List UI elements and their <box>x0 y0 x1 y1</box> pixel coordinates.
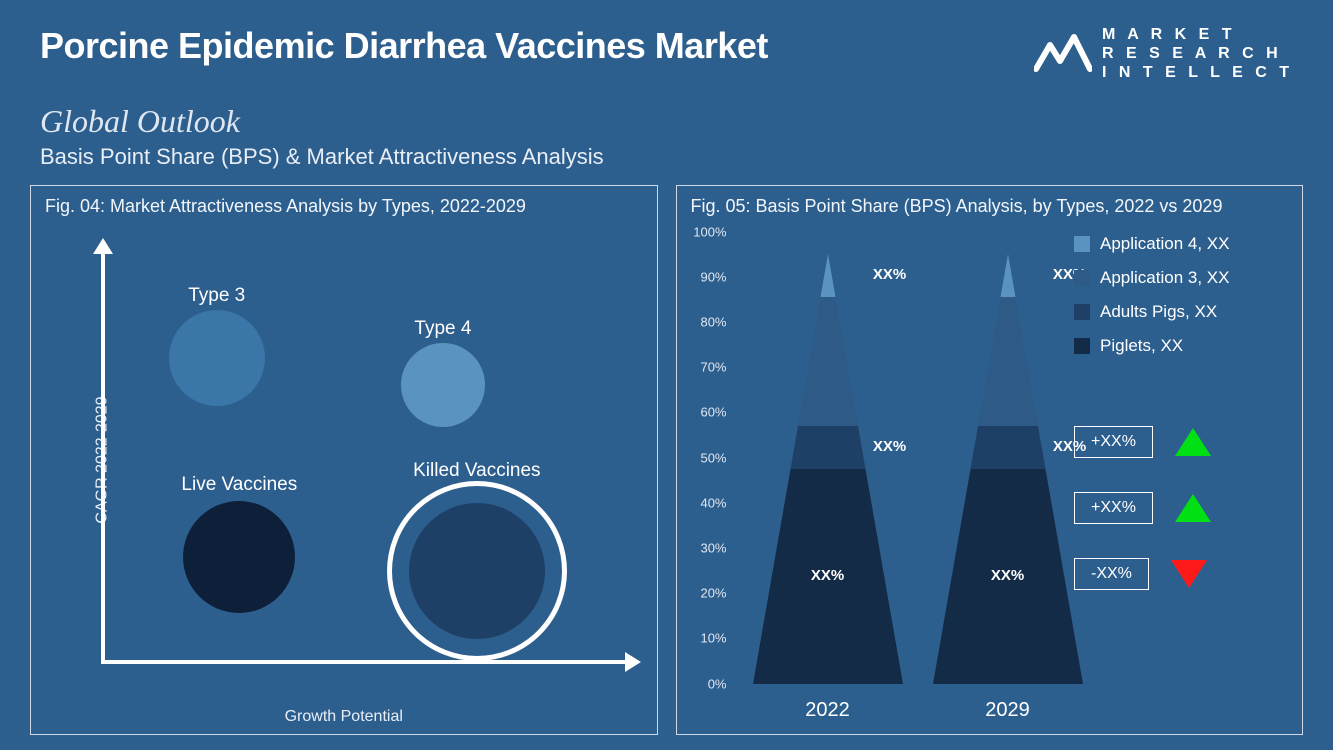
bubble-label: Type 3 <box>188 285 245 307</box>
triangle-up-icon <box>1175 428 1211 456</box>
cone <box>933 254 1083 684</box>
triangle-down-icon <box>1171 560 1207 588</box>
indicator-value: +XX% <box>1074 426 1153 458</box>
bubble-label: Live Vaccines <box>181 474 297 496</box>
legend-item: Adults Pigs, XX <box>1074 302 1284 322</box>
indicator-value: -XX% <box>1074 558 1149 590</box>
cone-y-tick: 70% <box>683 360 727 375</box>
cone-y-tick: 50% <box>683 450 727 465</box>
logo-text: M A R K E T R E S E A R C H I N T E L L … <box>1102 25 1293 83</box>
panel-bps-title: Fig. 05: Basis Point Share (BPS) Analysi… <box>677 186 1303 223</box>
cone <box>753 254 903 684</box>
page-title: Porcine Epidemic Diarrhea Vaccines Marke… <box>40 25 768 67</box>
cone-y-tick: 20% <box>683 586 727 601</box>
cone-legend: Application 4, XX Application 3, XX Adults… <box>1074 234 1284 370</box>
legend-label: Adults Pigs, XX <box>1100 302 1217 322</box>
cone-y-tick: 0% <box>683 676 727 691</box>
cone-segment-label: XX% <box>991 567 1024 584</box>
indicator-value: +XX% <box>1074 492 1153 524</box>
panel-attractiveness-title: Fig. 04: Market Attractiveness Analysis … <box>31 186 657 223</box>
logo-line-1: M A R K E T <box>1102 25 1293 44</box>
header: Porcine Epidemic Diarrhea Vaccines Marke… <box>0 0 1333 93</box>
bps-subheading: Basis Point Share (BPS) & Market Attract… <box>40 144 1293 170</box>
bubble-point <box>401 343 485 427</box>
legend-swatch-icon <box>1074 236 1090 252</box>
logo-line-3: I N T E L L E C T <box>1102 63 1293 82</box>
bubble-point <box>183 501 295 613</box>
indicator-row: +XX% <box>1074 426 1284 458</box>
panel-attractiveness: Fig. 04: Market Attractiveness Analysis … <box>30 185 658 735</box>
legend-item: Application 3, XX <box>1074 268 1284 288</box>
legend-item: Piglets, XX <box>1074 336 1284 356</box>
cone-y-tick: 10% <box>683 631 727 646</box>
bubble-plot-area: Type 3 Type 4 Live Vaccines Killed Vaccines <box>81 232 647 684</box>
cone-y-tick: 40% <box>683 495 727 510</box>
subtitles: Global Outlook Basis Point Share (BPS) &… <box>0 93 1333 175</box>
cone-segment-label: XX% <box>873 266 906 283</box>
cone-plot-area: 0%10%20%30%40%50%60%70%80%90%100% XX%XX%… <box>733 232 1093 684</box>
y-axis-arrow-icon <box>101 252 105 664</box>
bubble-point <box>387 481 567 661</box>
legend-item: Application 4, XX <box>1074 234 1284 254</box>
cone-y-tick: 60% <box>683 405 727 420</box>
bubble-x-axis-label: Growth Potential <box>285 708 403 726</box>
cone-y-tick: 100% <box>683 224 727 239</box>
panels-row: Fig. 04: Market Attractiveness Analysis … <box>0 175 1333 735</box>
legend-label: Application 4, XX <box>1100 234 1229 254</box>
cone-segment-label: XX% <box>811 567 844 584</box>
triangle-up-icon <box>1175 494 1211 522</box>
indicator-row: -XX% <box>1074 558 1284 590</box>
cone-y-tick: 30% <box>683 540 727 555</box>
logo: M A R K E T R E S E A R C H I N T E L L … <box>1034 25 1293 83</box>
cone-indicators: +XX% +XX% -XX% <box>1074 426 1284 624</box>
cone-y-tick: 90% <box>683 269 727 284</box>
legend-swatch-icon <box>1074 304 1090 320</box>
legend-label: Application 3, XX <box>1100 268 1229 288</box>
legend-label: Piglets, XX <box>1100 336 1183 356</box>
global-outlook-heading: Global Outlook <box>40 103 1293 140</box>
bubble-point <box>169 310 265 406</box>
cone-x-label: 2022 <box>805 699 850 722</box>
legend-swatch-icon <box>1074 338 1090 354</box>
x-axis-arrow-icon <box>101 660 627 664</box>
legend-swatch-icon <box>1074 270 1090 286</box>
indicator-row: +XX% <box>1074 492 1284 524</box>
cone-y-tick: 80% <box>683 314 727 329</box>
cone-y-ticks: 0%10%20%30%40%50%60%70%80%90%100% <box>683 232 733 684</box>
logo-icon <box>1034 31 1092 77</box>
bubble-label: Killed Vaccines <box>413 460 540 482</box>
bubble-label: Type 4 <box>414 318 471 340</box>
panel-bps: Fig. 05: Basis Point Share (BPS) Analysi… <box>676 185 1304 735</box>
cone-segment-label: XX% <box>873 438 906 455</box>
logo-line-2: R E S E A R C H <box>1102 44 1293 63</box>
cone-x-label: 2029 <box>985 699 1030 722</box>
